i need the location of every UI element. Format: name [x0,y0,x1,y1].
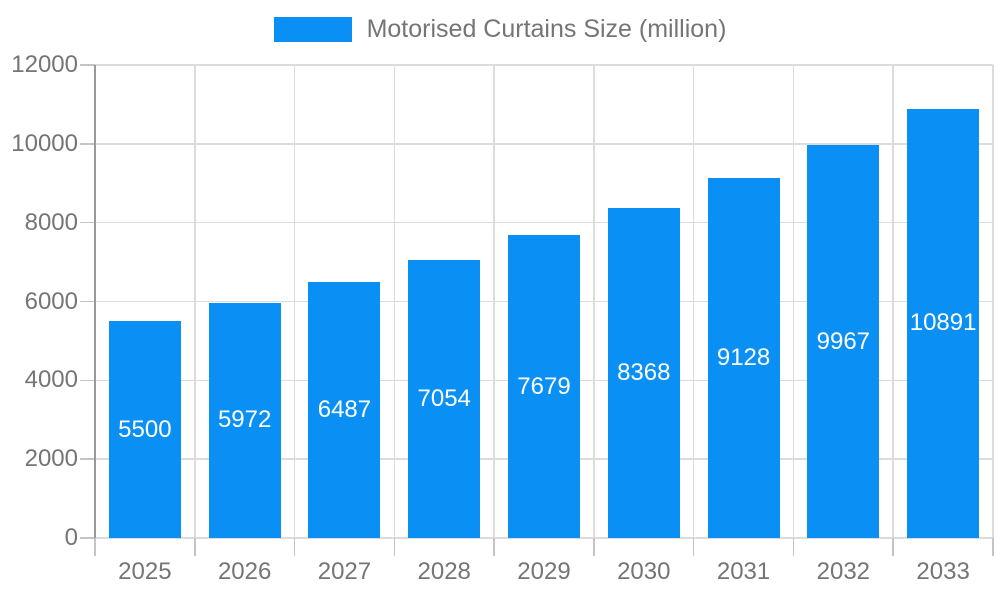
y-tick-label: 4000 [24,366,78,394]
bar: 9128 [707,178,780,538]
h-gridline [95,64,993,66]
x-tick [992,538,994,556]
bar: 7679 [508,235,580,538]
v-gridline [792,65,795,538]
h-gridline [95,143,993,145]
bar-value-label: 7054 [417,384,471,412]
bar: 8368 [607,208,680,538]
bar: 5972 [208,302,281,538]
bar: 7054 [408,259,481,538]
bar: 5500 [108,321,181,538]
y-tick-label: 10000 [11,129,78,157]
x-tick-label: 2029 [517,558,571,585]
v-gridline [493,65,495,538]
x-tick-label: 2033 [916,558,970,585]
x-tick-label: 2027 [317,558,372,585]
x-tick [293,538,296,556]
bar-value-label: 5500 [118,415,172,443]
x-tick [692,538,695,556]
bar-value-label: 8368 [617,359,671,387]
bar: 10891 [907,108,980,538]
v-gridline [393,65,396,538]
legend-swatch [273,17,352,42]
y-tick [80,537,95,539]
v-gridline [692,65,695,538]
h-gridline [95,537,993,539]
bar-value-label: 9128 [716,344,771,372]
x-tick-label: 2025 [118,558,172,585]
x-tick [393,538,396,556]
y-axis-line [94,65,96,556]
x-tick-label: 2031 [716,558,771,585]
y-tick [80,300,95,303]
x-tick [493,538,495,556]
v-gridline [194,65,196,538]
x-tick-label: 2026 [217,558,272,585]
y-tick-label: 2000 [24,445,78,473]
bar-value-label: 9967 [816,327,871,355]
x-tick [892,538,894,556]
legend-label: Motorised Curtains Size (million) [366,15,727,43]
x-tick [194,538,196,556]
v-gridline [992,65,994,538]
v-gridline [892,65,894,538]
y-tick [80,143,95,145]
y-tick-label: 12000 [11,51,78,78]
x-tick [593,538,595,556]
y-tick-label: 6000 [24,287,78,315]
x-tick-label: 2032 [816,558,871,585]
v-gridline [293,65,296,538]
x-tick-label: 2028 [417,558,471,585]
x-tick [94,538,96,556]
bar-value-label: 7679 [517,372,571,400]
y-tick [80,64,95,66]
x-tick-label: 2030 [617,558,671,585]
y-tick [80,221,95,224]
h-gridline [95,221,993,224]
chart-legend: Motorised Curtains Size (million) [0,15,1000,44]
y-tick-label: 0 [64,524,78,551]
bar: 6487 [308,282,381,538]
v-gridline [593,65,595,538]
x-tick [792,538,795,556]
bar-value-label: 5972 [217,406,272,434]
bar: 9967 [807,145,880,538]
bar-value-label: 6487 [317,396,372,424]
y-tick [80,379,95,382]
y-tick [80,458,95,460]
y-tick-label: 8000 [24,208,78,236]
bar-value-label: 10891 [909,309,977,337]
